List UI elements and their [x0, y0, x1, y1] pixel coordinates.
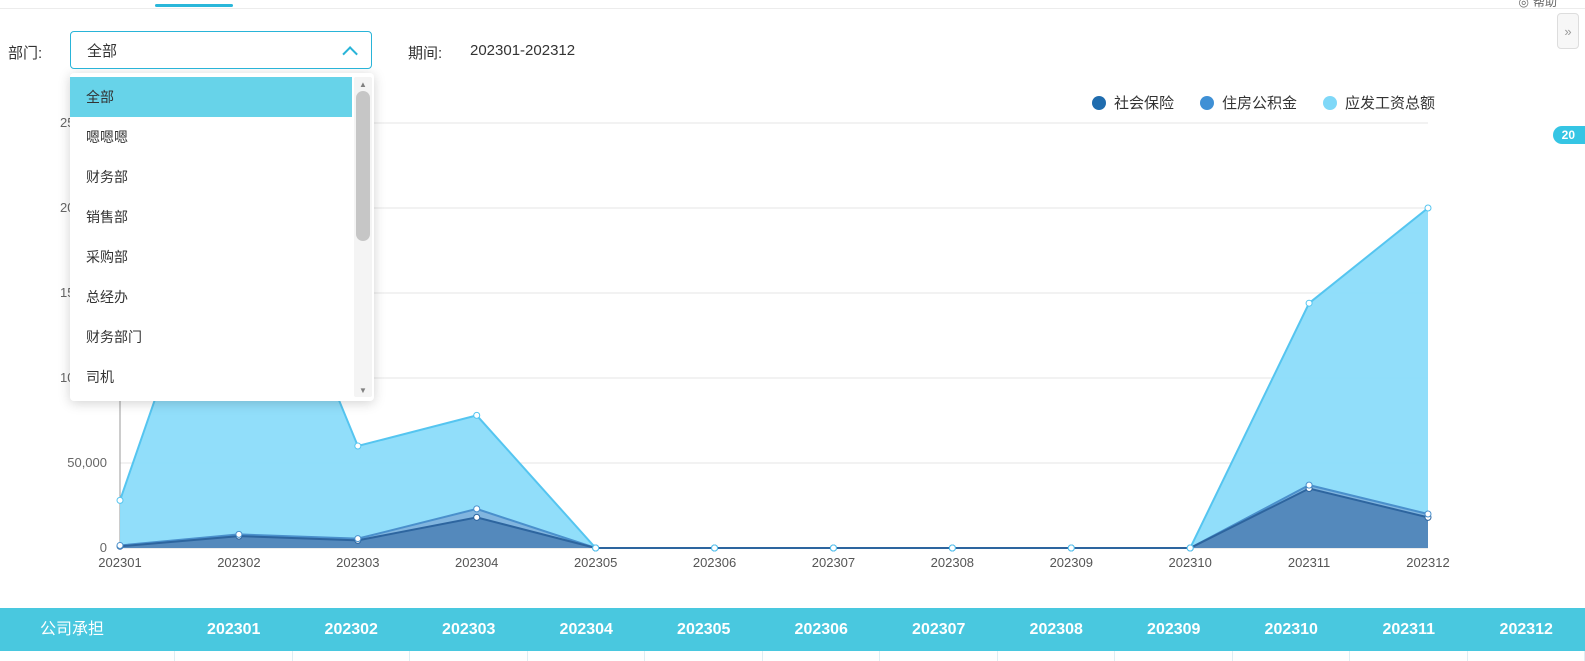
- department-select[interactable]: 全部: [70, 31, 372, 69]
- table-cell: [1233, 651, 1350, 661]
- scroll-up-arrow-icon[interactable]: ▲: [359, 79, 367, 89]
- legend-dot-icon: [1322, 95, 1337, 110]
- dropdown-scrollbar[interactable]: ▲ ▼: [354, 77, 372, 397]
- table-header-month: 202308: [1029, 621, 1083, 638]
- legend-dot-icon: [1091, 95, 1106, 110]
- legend-label: 社会保险: [1113, 95, 1174, 112]
- svg-text:202311: 202311: [1288, 555, 1330, 570]
- table-header-month: 202302: [324, 621, 378, 638]
- table-row: [0, 651, 1585, 661]
- table-cell: [645, 651, 763, 661]
- table-header-month: 202306: [794, 621, 848, 638]
- chart-legend: 社会保险 住房公积金 应发工资总额: [1091, 92, 1435, 113]
- table-cell: [0, 651, 175, 661]
- period-badge: 20: [1552, 126, 1585, 144]
- svg-text:202305: 202305: [574, 555, 617, 570]
- svg-text:202308: 202308: [931, 555, 974, 570]
- table-header-row-label: 公司承担: [40, 621, 105, 638]
- help-label: 帮助: [1532, 0, 1557, 9]
- collapse-panel-button[interactable]: »: [1557, 13, 1579, 49]
- legend-item[interactable]: 住房公积金: [1199, 92, 1297, 113]
- table-header-month: 202307: [912, 621, 966, 638]
- svg-text:202302: 202302: [217, 555, 260, 570]
- svg-text:202304: 202304: [455, 555, 498, 570]
- svg-text:202301: 202301: [98, 555, 141, 570]
- legend-label: 住房公积金: [1221, 95, 1297, 112]
- svg-text:50,000: 50,000: [67, 455, 107, 470]
- dropdown-option[interactable]: 嗯嗯嗯: [86, 129, 128, 145]
- help-link[interactable]: ◎ 帮助: [1519, 0, 1558, 10]
- table-cell: [528, 651, 645, 661]
- table-cell: [1115, 651, 1233, 661]
- svg-text:202306: 202306: [693, 555, 736, 570]
- dropdown-option[interactable]: 总经办: [86, 289, 128, 305]
- svg-text:202312: 202312: [1406, 555, 1449, 570]
- table-header-month: 202309: [1147, 621, 1201, 638]
- dropdown-option[interactable]: 采购部: [86, 249, 128, 265]
- table-header-month: 202312: [1499, 621, 1553, 638]
- svg-text:202307: 202307: [812, 555, 855, 570]
- period-value: 202301-202312: [470, 42, 576, 59]
- topbar-divider: [0, 8, 1585, 9]
- department-dropdown: 全部嗯嗯嗯财务部销售部采购部总经办财务部门司机 ▲ ▼: [70, 73, 374, 401]
- table-cell: [293, 651, 410, 661]
- period-label: 期间:: [408, 45, 443, 62]
- scrollbar-thumb[interactable]: [356, 91, 370, 241]
- table-header-month: 202310: [1264, 621, 1318, 638]
- table-cell: [1468, 651, 1585, 661]
- company-burden-table-header: 公司承担 202301 202302 202303 202304 202305 202306…: [0, 608, 1585, 651]
- dropdown-option[interactable]: 财务部门: [86, 329, 142, 345]
- table-cell: [880, 651, 998, 661]
- svg-text:202303: 202303: [336, 555, 379, 570]
- svg-text:202309: 202309: [1050, 555, 1093, 570]
- chevron-up-icon: [342, 45, 358, 62]
- table-header-month: 202311: [1382, 621, 1435, 638]
- table-header-month: 202303: [442, 621, 496, 638]
- table-cell: [763, 651, 880, 661]
- table-cell: [1350, 651, 1468, 661]
- legend-item[interactable]: 应发工资总额: [1322, 92, 1435, 113]
- scroll-down-arrow-icon[interactable]: ▼: [359, 385, 367, 395]
- table-header-month: 202305: [677, 621, 731, 638]
- department-label: 部门:: [8, 45, 43, 62]
- legend-dot-icon: [1199, 95, 1214, 110]
- legend-label: 应发工资总额: [1344, 95, 1435, 112]
- table-cell: [998, 651, 1115, 661]
- table-cell: [410, 651, 528, 661]
- dropdown-options: 全部嗯嗯嗯财务部销售部采购部总经办财务部门司机: [70, 77, 352, 397]
- svg-text:202310: 202310: [1168, 555, 1211, 570]
- dropdown-option[interactable]: 司机: [86, 369, 114, 385]
- dropdown-option[interactable]: 财务部: [86, 169, 128, 185]
- legend-item[interactable]: 社会保险: [1091, 92, 1174, 113]
- dropdown-option[interactable]: 销售部: [86, 209, 128, 225]
- table-header-month: 202301: [207, 621, 261, 638]
- dropdown-option[interactable]: 全部: [70, 77, 352, 117]
- help-icon: ◎: [1518, 0, 1529, 9]
- table-cell: [175, 651, 293, 661]
- table-header-month: 202304: [559, 621, 613, 638]
- svg-text:0: 0: [100, 540, 107, 555]
- department-select-value: 全部: [87, 42, 118, 60]
- active-tab-indicator[interactable]: [155, 4, 233, 7]
